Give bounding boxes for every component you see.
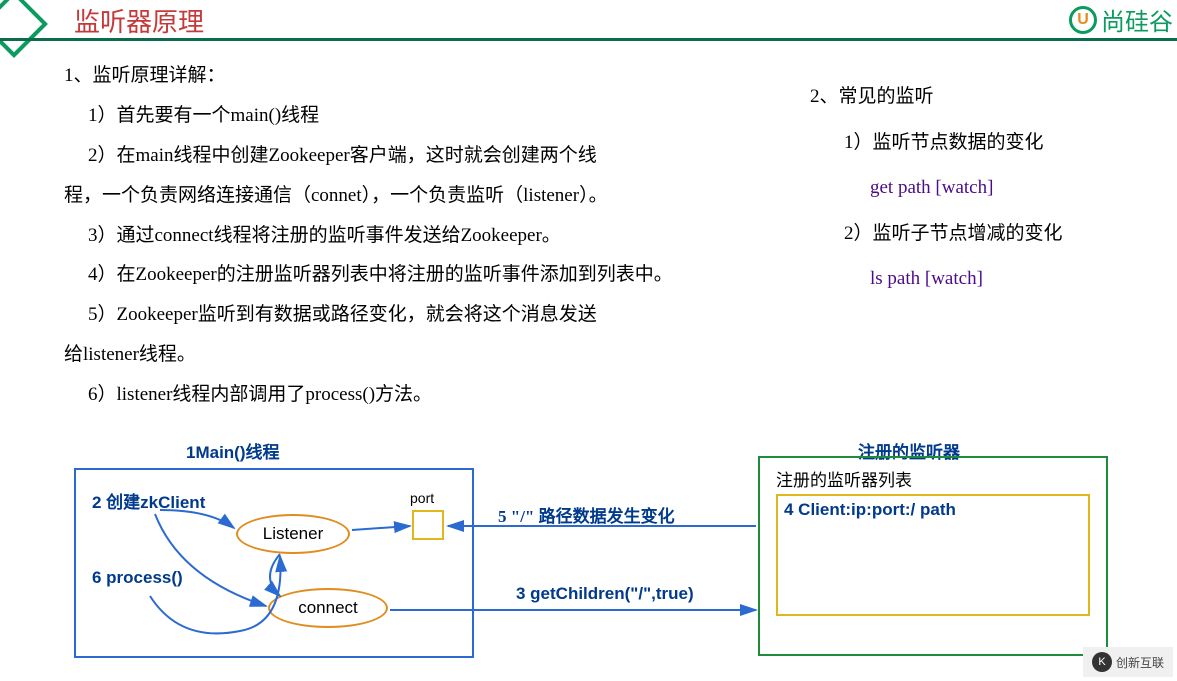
logo-icon: U (1069, 6, 1097, 34)
watch-2-cmd: ls path [watch] (870, 256, 1063, 302)
page-title: 监听器原理 (74, 2, 204, 39)
diagram: 1Main()线程 2 创建zkClient Listener connect … (60, 438, 1120, 678)
logo: U 尚硅谷 (1069, 2, 1173, 37)
get-children-label: 3 getChildren("/",true) (516, 584, 694, 604)
section-2-heading: 2、常见的监听 (810, 74, 1063, 120)
logo-text: 尚硅谷 (1101, 2, 1173, 37)
step-3: 3）通过connect线程将注册的监听事件发送给Zookeeper。 (88, 216, 764, 256)
listener-text: Listener (263, 524, 323, 544)
listener-oval: Listener (236, 514, 350, 554)
process-label: 6 process() (92, 568, 183, 588)
port-box (412, 510, 444, 540)
watermark-badge: K 创新互联 (1083, 647, 1173, 677)
step-5b: 给listener线程。 (64, 335, 764, 375)
register-list-label: 注册的监听器列表 (776, 466, 912, 491)
watermark-text: 创新互联 (1116, 654, 1164, 671)
connect-oval: connect (268, 588, 388, 628)
step-2a: 2）在main线程中创建Zookeeper客户端，这时就会创建两个线 (88, 136, 764, 176)
path-change-label: 5 "/" 路径数据发生变化 (498, 502, 675, 527)
step-5a: 5）Zookeeper监听到有数据或路径变化，就会将这个消息发送 (88, 295, 764, 335)
left-column: 1、监听原理详解： 1）首先要有一个main()线程 2）在main线程中创建Z… (64, 56, 764, 415)
step-4: 4）在Zookeeper的注册监听器列表中将注册的监听事件添加到列表中。 (88, 255, 764, 295)
client-ip-label: 4 Client:ip:port:/ path (784, 500, 956, 520)
watch-2: 2）监听子节点增减的变化 (844, 211, 1063, 257)
connect-text: connect (298, 598, 358, 618)
step-1: 1）首先要有一个main()线程 (88, 96, 764, 136)
right-column: 2、常见的监听 1）监听节点数据的变化 get path [watch] 2）监… (810, 74, 1063, 302)
port-label: port (410, 490, 434, 506)
header-decoration (0, 0, 48, 58)
step-2b: 程，一个负责网络连接通信（connet），一个负责监听（listener）。 (64, 176, 764, 216)
watch-1: 1）监听节点数据的变化 (844, 120, 1063, 166)
watermark-icon: K (1092, 652, 1112, 672)
main-thread-label: 1Main()线程 (186, 438, 280, 463)
create-zkclient-label: 2 创建zkClient (92, 488, 205, 513)
watch-1-cmd: get path [watch] (870, 165, 1063, 211)
step-6: 6）listener线程内部调用了process()方法。 (88, 375, 764, 415)
section-1-heading: 1、监听原理详解： (64, 56, 764, 96)
